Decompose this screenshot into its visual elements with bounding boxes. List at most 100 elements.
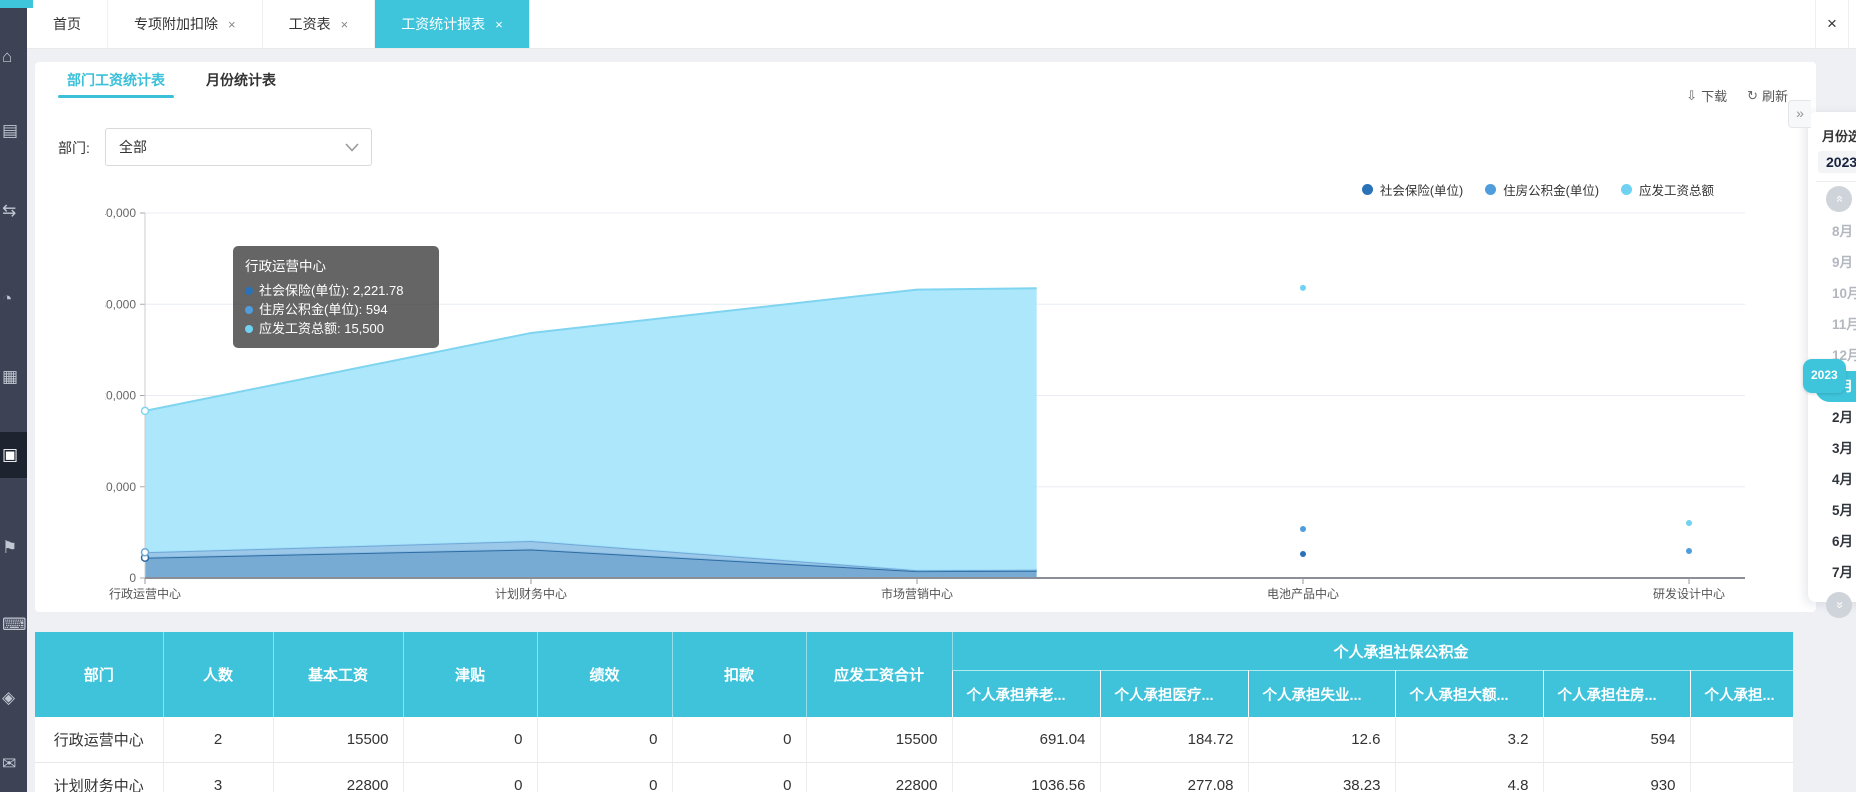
month-item-10月[interactable]: 10月 bbox=[1832, 286, 1856, 301]
month-item-6月[interactable]: 6月 bbox=[1832, 534, 1854, 549]
month-item-3月[interactable]: 3月 bbox=[1832, 441, 1854, 456]
salary-area-chart[interactable]: 010,00020,00030,00040,000行政运营中心计划财务中心市场营… bbox=[105, 172, 1795, 610]
scroll-up-icon[interactable]: « bbox=[1826, 186, 1852, 212]
cell-绩效: 0 bbox=[537, 762, 673, 792]
mail-icon[interactable]: ✉ bbox=[2, 754, 17, 773]
cell-津贴: 0 bbox=[403, 762, 538, 792]
month-item-8月[interactable]: 8月 bbox=[1832, 224, 1854, 239]
month-item-4月[interactable]: 4月 bbox=[1832, 472, 1854, 487]
subtab-部门工资统计表[interactable]: 部门工资统计表 bbox=[50, 62, 182, 98]
chevron-down-icon bbox=[345, 143, 359, 152]
tab-专项附加扣除[interactable]: 专项附加扣除 × bbox=[108, 0, 263, 48]
cell-基本工资: 22800 bbox=[273, 762, 404, 792]
series-dot-icon bbox=[245, 305, 253, 314]
column-header-基本工资[interactable]: 基本工资 bbox=[273, 632, 404, 717]
left-sidebar: ⌂ ▤ ⇆ ◔ ▦ ▣ ⚑ ⌨ ◈ ✉ bbox=[0, 0, 33, 792]
month-picker-title: 月份选择 bbox=[1822, 129, 1856, 144]
tooltip-row: 社会保险(单位): 2,221.78 bbox=[245, 281, 427, 300]
svg-text:10,000: 10,000 bbox=[105, 480, 136, 494]
action-下载[interactable]: ⇩ 下载 bbox=[1686, 86, 1727, 105]
tab-label: 工资统计报表 bbox=[401, 16, 486, 32]
tab-工资表[interactable]: 工资表 × bbox=[263, 0, 376, 48]
table-row[interactable]: 计划财务中心 3 22800 0 0 0 22800 1036.56 277.08 38.23 4.… bbox=[35, 762, 1793, 792]
tooltip-text: 社会保险(单位): 2,221.78 bbox=[259, 283, 404, 298]
cell-个人承担大额...: 4.8 bbox=[1395, 762, 1544, 792]
assets-icon[interactable]: ◈ bbox=[2, 688, 16, 707]
home-icon[interactable]: ⌂ bbox=[2, 47, 13, 66]
cell-应发工资合计: 22800 bbox=[806, 762, 953, 792]
cell-扣款: 0 bbox=[672, 762, 807, 792]
column-header-个人承担养老...[interactable]: 个人承担养老... bbox=[952, 670, 1101, 717]
column-header-个人承担住房...[interactable]: 个人承担住房... bbox=[1543, 670, 1691, 717]
legend-item-社会保险(单位)[interactable]: 社会保险(单位) bbox=[1361, 180, 1463, 199]
column-header-应发工资合计[interactable]: 应发工资合计 bbox=[806, 632, 953, 717]
svg-text:研发设计中心: 研发设计中心 bbox=[1653, 586, 1725, 601]
legend-item-应发工资总额[interactable]: 应发工资总额 bbox=[1620, 180, 1714, 199]
svg-text:20,000: 20,000 bbox=[105, 389, 136, 403]
month-item-9月[interactable]: 9月 bbox=[1832, 255, 1854, 270]
tab-label: 工资表 bbox=[288, 16, 331, 32]
tab-首页[interactable]: 首页 bbox=[27, 0, 108, 48]
cell-个人承担养老...: 1036.56 bbox=[952, 762, 1101, 792]
legend-label: 住房公积金(单位) bbox=[1503, 184, 1599, 198]
salary-module-icon[interactable]: ▣ bbox=[0, 432, 27, 478]
month-item-7月[interactable]: 7月 bbox=[1832, 565, 1854, 580]
svg-text:行政运营中心: 行政运营中心 bbox=[109, 586, 181, 601]
series-dot-icon bbox=[245, 324, 253, 333]
column-header-扣款[interactable]: 扣款 bbox=[672, 632, 807, 717]
column-header-个人承担医疗...[interactable]: 个人承担医疗... bbox=[1100, 670, 1249, 717]
svg-text:市场营销中心: 市场营销中心 bbox=[881, 586, 953, 601]
transfer-icon[interactable]: ⇆ bbox=[2, 201, 17, 220]
column-header-部门[interactable]: 部门 bbox=[35, 632, 164, 717]
department-select[interactable]: 全部 bbox=[105, 128, 372, 166]
table-row[interactable]: 行政运营中心 2 15500 0 0 0 15500 691.04 184.72 12.6 3.2 5… bbox=[35, 717, 1793, 763]
cell-个人承担失业...: 12.6 bbox=[1248, 717, 1396, 763]
tab-label: 专项附加扣除 bbox=[134, 16, 218, 32]
month-item-1月[interactable]: 1月2023 bbox=[1803, 359, 1856, 402]
terminal-icon[interactable]: ⌨ bbox=[2, 615, 27, 634]
close-tab-icon[interactable]: × bbox=[340, 16, 349, 32]
close-tab-icon[interactable]: × bbox=[495, 16, 503, 32]
year-badge: 2023 bbox=[1803, 359, 1846, 393]
cell-人数: 3 bbox=[163, 762, 274, 792]
legend-item-住房公积金(单位)[interactable]: 住房公积金(单位) bbox=[1485, 180, 1599, 199]
svg-text:40,000: 40,000 bbox=[105, 206, 136, 220]
legend-dot-icon bbox=[1485, 184, 1497, 195]
month-item-11月[interactable]: 11月 bbox=[1832, 317, 1856, 332]
report-grid-icon[interactable]: ▦ bbox=[2, 367, 19, 386]
history-icon[interactable]: ◔ bbox=[2, 289, 13, 308]
tab-label: 首页 bbox=[53, 16, 81, 32]
month-item-5月[interactable]: 5月 bbox=[1832, 503, 1854, 518]
close-icon[interactable]: × bbox=[1815, 0, 1849, 48]
card-actions: ⇩ 下载 ↻ 刷新 bbox=[1686, 86, 1788, 105]
column-header-个人承担大额...[interactable]: 个人承担大额... bbox=[1395, 670, 1544, 717]
cell-个人承担失业...: 38.23 bbox=[1248, 762, 1396, 792]
ledger-icon[interactable]: ▤ bbox=[2, 121, 19, 140]
month-list: «8月9月10月11月12月1月20232月3月4月5月6月7月» bbox=[1803, 186, 1856, 618]
subtab-月份统计表[interactable]: 月份统计表 bbox=[206, 72, 276, 88]
action-刷新[interactable]: ↻ 刷新 bbox=[1747, 86, 1788, 105]
flag-icon[interactable]: ⚑ bbox=[2, 538, 18, 557]
tooltip-text: 应发工资总额: 15,500 bbox=[259, 321, 384, 336]
column-header-个人承担失业...[interactable]: 个人承担失业... bbox=[1248, 670, 1396, 717]
month-item-2月[interactable]: 2月 bbox=[1832, 410, 1854, 425]
salary-table-card: 部门 人数 基本工资 津贴 绩效 扣款 应发工资合计 个人承担社保公积金 个人承担养老... 个人… bbox=[35, 632, 1793, 792]
cell-个人承担医疗...: 277.08 bbox=[1100, 762, 1249, 792]
department-select-value: 全部 bbox=[119, 139, 147, 155]
collapse-panel-icon[interactable]: » bbox=[1788, 100, 1811, 128]
tooltip-text: 住房公积金(单位): 594 bbox=[259, 302, 388, 317]
svg-text:30,000: 30,000 bbox=[105, 297, 136, 311]
close-tab-icon[interactable]: × bbox=[228, 16, 236, 32]
column-header-津贴[interactable]: 津贴 bbox=[403, 632, 538, 717]
column-header-绩效[interactable]: 绩效 bbox=[537, 632, 673, 717]
tab-工资统计报表[interactable]: 工资统计报表 × bbox=[375, 0, 530, 48]
svg-text:0: 0 bbox=[129, 571, 136, 585]
download-icon: ⇩ bbox=[1686, 87, 1698, 103]
scroll-down-icon[interactable]: » bbox=[1826, 592, 1852, 618]
action-label: 下载 bbox=[1701, 89, 1728, 104]
refresh-icon: ↻ bbox=[1747, 87, 1758, 103]
column-header-个人承担...[interactable]: 个人承担... bbox=[1690, 670, 1793, 717]
month-picker-panel: 月份选择 2023.01 «8月9月10月11月12月1月20232月3月4月5… bbox=[1803, 112, 1856, 618]
column-header-人数[interactable]: 人数 bbox=[163, 632, 274, 717]
